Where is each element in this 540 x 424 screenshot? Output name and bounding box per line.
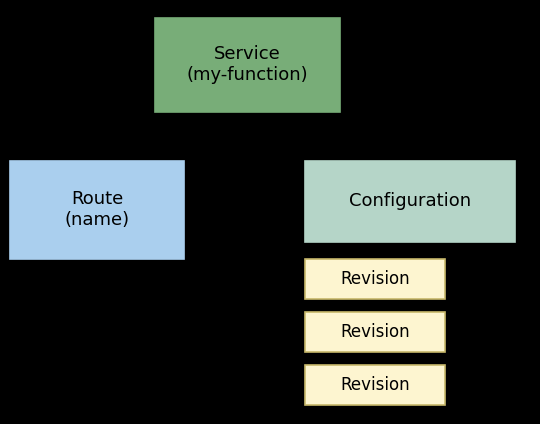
FancyBboxPatch shape <box>305 259 445 299</box>
Text: Revision: Revision <box>340 376 409 394</box>
Text: Revision: Revision <box>340 323 409 341</box>
Text: Configuration: Configuration <box>349 192 471 210</box>
FancyBboxPatch shape <box>305 161 515 242</box>
FancyBboxPatch shape <box>305 312 445 352</box>
FancyBboxPatch shape <box>305 365 445 405</box>
FancyBboxPatch shape <box>10 161 184 259</box>
Text: Route
(name): Route (name) <box>64 190 130 229</box>
Text: Revision: Revision <box>340 270 409 288</box>
Text: Service
(my-function): Service (my-function) <box>186 45 308 84</box>
FancyBboxPatch shape <box>155 18 340 112</box>
